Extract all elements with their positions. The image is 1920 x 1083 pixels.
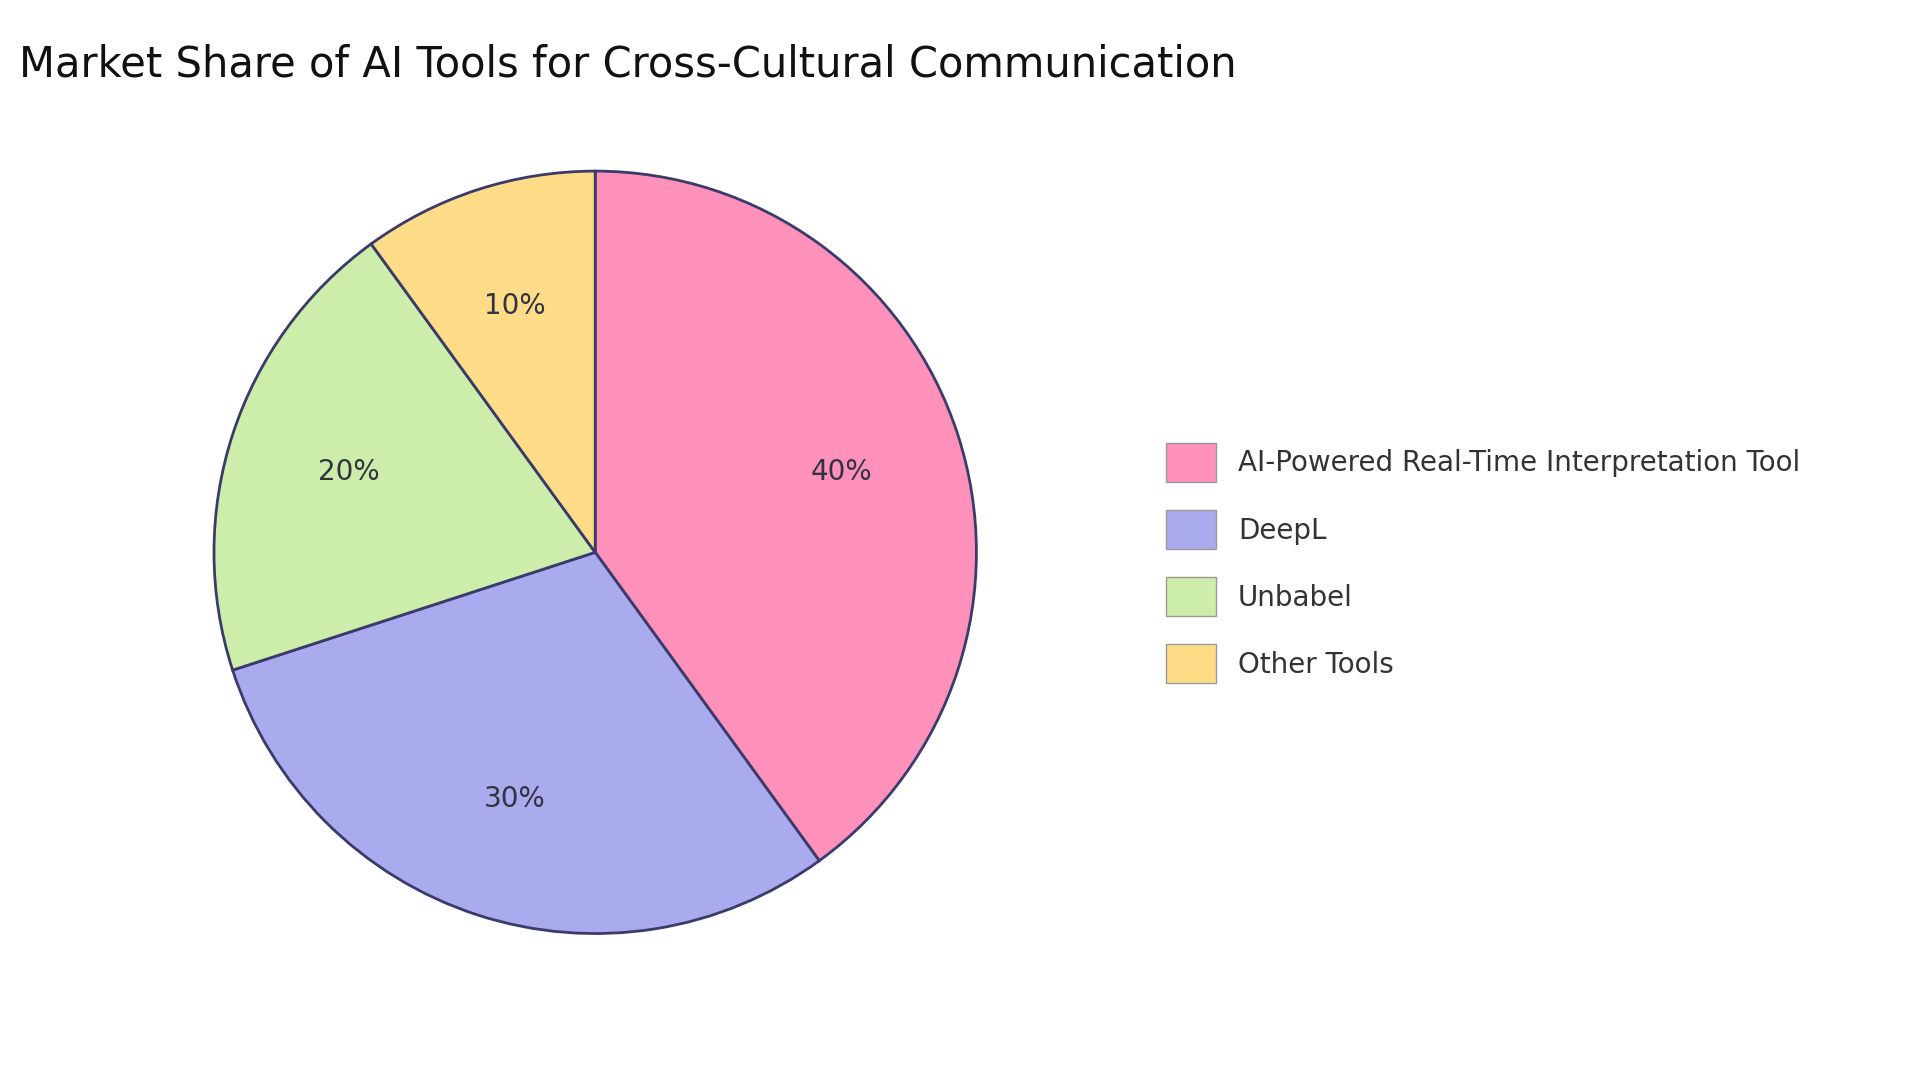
Text: 40%: 40%: [810, 458, 872, 486]
Text: 20%: 20%: [319, 458, 380, 486]
Wedge shape: [232, 552, 820, 934]
Wedge shape: [371, 171, 595, 552]
Text: Market Share of AI Tools for Cross-Cultural Communication: Market Share of AI Tools for Cross-Cultu…: [19, 43, 1236, 86]
Wedge shape: [213, 244, 595, 670]
Legend: AI-Powered Real-Time Interpretation Tool, DeepL, Unbabel, Other Tools: AI-Powered Real-Time Interpretation Tool…: [1165, 443, 1801, 683]
Text: 30%: 30%: [484, 785, 545, 813]
Text: 10%: 10%: [484, 291, 545, 319]
Wedge shape: [595, 171, 977, 861]
